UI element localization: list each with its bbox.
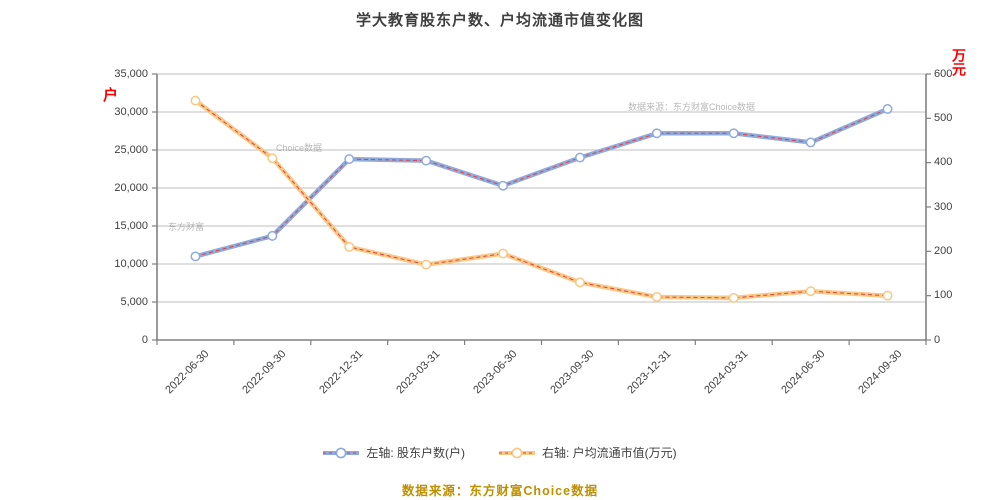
- data-point-marker: [882, 290, 893, 301]
- data-point-marker: [421, 155, 432, 166]
- left-axis-tick-label: 35,000: [114, 67, 148, 80]
- right-axis-tick-label: 500: [934, 111, 953, 124]
- data-point-marker: [190, 95, 201, 106]
- chart-title: 学大教育股东户数、户均流通市值变化图: [355, 12, 644, 29]
- right-axis-tick-label: 300: [934, 200, 953, 213]
- series-dash-overlay: [195, 100, 888, 299]
- legend-label-shareholder-count: 左轴: 股东户数(户): [366, 446, 465, 460]
- data-point-marker: [267, 153, 278, 164]
- data-point-marker: [344, 241, 355, 252]
- series-dash-overlay: [195, 108, 888, 257]
- series-line-avg-market-value: [193, 98, 890, 301]
- legend: 左轴: 股东户数(户) 右轴: 户均流通市值(万元): [0, 444, 1000, 461]
- x-axis-tick-label: 2024-06-30: [778, 348, 828, 397]
- line-marker-icon: [323, 447, 360, 458]
- data-point-marker: [805, 286, 816, 297]
- left-axis-tick-label: 30,000: [114, 105, 148, 118]
- data-point-marker: [498, 180, 508, 191]
- left-axis-tick-label: 5,000: [120, 295, 148, 308]
- x-axis-tick-label: 2024-03-31: [701, 348, 751, 397]
- data-point-marker: [575, 152, 585, 163]
- x-axis-tick-label: 2023-09-30: [548, 348, 597, 397]
- right-axis-unit-label: 万元: [951, 48, 967, 76]
- right-axis-tick-label: 200: [934, 244, 953, 257]
- data-point-marker: [805, 137, 816, 148]
- left-axis-tick-label: 10,000: [114, 257, 148, 270]
- data-point-marker: [498, 248, 508, 259]
- data-point-marker: [651, 292, 662, 302]
- data-point-marker: [575, 277, 585, 288]
- data-point-marker: [882, 104, 893, 114]
- x-axis-tick-label: 2023-06-30: [471, 348, 520, 397]
- data-point-marker: [190, 251, 201, 262]
- legend-item-shareholder-count: 左轴: 股东户数(户): [323, 444, 465, 461]
- left-axis-unit-label: 户: [103, 87, 119, 104]
- left-axis-tick-label: 15,000: [114, 219, 148, 232]
- plot-area: [152, 73, 931, 345]
- inplot-watermark: Choice数据: [276, 143, 323, 153]
- data-point-marker: [651, 128, 662, 139]
- data-point-marker: [267, 230, 278, 241]
- legend-label-avg-market-value: 右轴: 户均流通市值(万元): [542, 446, 677, 460]
- x-axis-tick-label: 2022-06-30: [163, 348, 212, 397]
- series-line-shareholder-count: [193, 106, 890, 259]
- x-axis-tick-label: 2023-03-31: [394, 348, 443, 397]
- x-axis-tick-label: 2022-12-31: [317, 348, 366, 397]
- data-point-marker: [728, 128, 739, 139]
- data-source-watermark: 数据来源：东方财富Choice数据: [401, 484, 599, 498]
- x-axis-tick-label: 2022-09-30: [240, 348, 289, 397]
- left-axis-tick-label: 20,000: [114, 181, 148, 194]
- legend-item-avg-market-value: 右轴: 户均流通市值(万元): [499, 444, 677, 461]
- data-point-marker: [344, 154, 355, 165]
- right-axis-tick-label: 100: [934, 289, 953, 302]
- inplot-watermark: 东方财富: [168, 222, 205, 232]
- right-axis-tick-label: 600: [934, 67, 953, 80]
- x-axis-tick-label: 2024-09-30: [855, 348, 905, 397]
- line-marker-icon: [499, 447, 535, 458]
- right-axis-tick-label: 0: [934, 333, 941, 346]
- data-point-marker: [728, 292, 739, 303]
- data-point-marker: [421, 259, 432, 270]
- x-axis-tick-label: 2023-12-31: [625, 348, 674, 397]
- right-axis-tick-label: 400: [934, 156, 953, 169]
- left-axis-tick-label: 25,000: [114, 143, 148, 156]
- left-axis-tick-label: 0: [141, 333, 148, 346]
- inplot-watermark: 数据来源：东方财富Choice数据: [628, 102, 756, 112]
